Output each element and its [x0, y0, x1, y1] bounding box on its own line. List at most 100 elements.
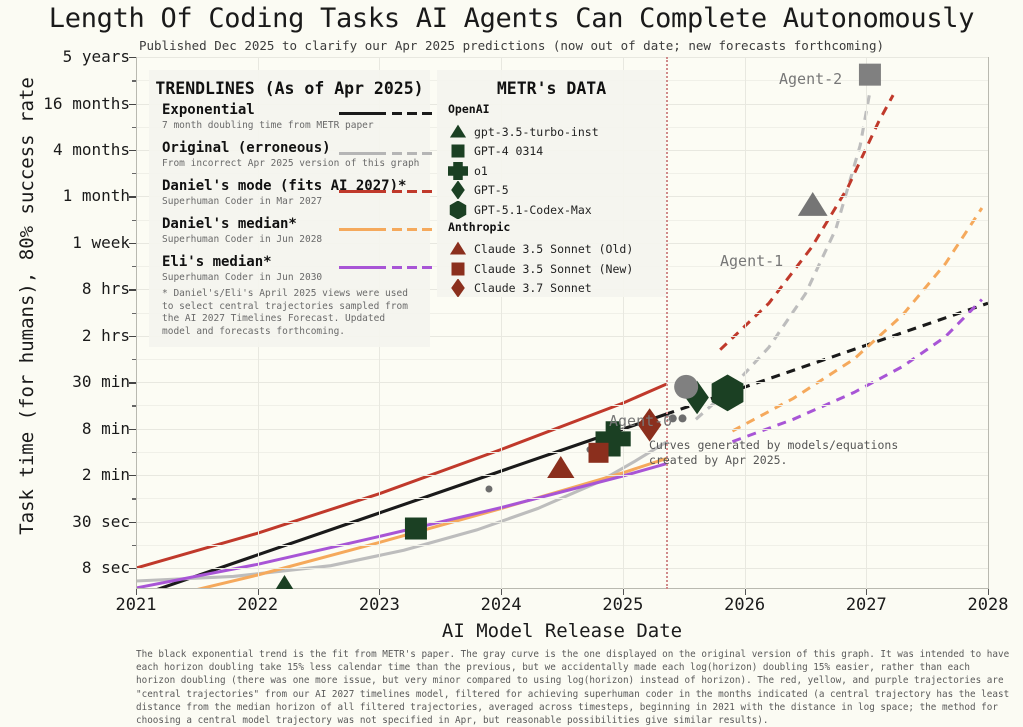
- metr-legend-label: GPT-5: [474, 183, 509, 197]
- trendline-legend-sub: Superhuman Coder in Jun 2030: [162, 272, 322, 283]
- data-point-circle: [485, 486, 492, 493]
- trendline-legend-swatch-dash: [407, 112, 417, 115]
- y-tick-label: 16 months: [5, 94, 130, 113]
- x-tick-mark: [258, 589, 259, 595]
- y-tick-label: 1 week: [5, 233, 130, 252]
- data-point-triangle: [271, 575, 298, 589]
- trendline-legend-swatch-dash: [422, 266, 432, 269]
- trendline-legend-swatch-dash: [392, 112, 402, 115]
- chart-footnote: The black exponential trend is the fit f…: [136, 648, 1014, 727]
- metr-legend-marker-diamond-icon: [448, 181, 468, 199]
- y-tick-mark: [129, 522, 136, 523]
- trendline-legend-swatch-dash: [392, 190, 402, 193]
- gridline-v: [988, 57, 989, 589]
- data-point-hexagon: [712, 375, 744, 412]
- page-title: Length Of Coding Tasks AI Agents Can Com…: [0, 3, 1023, 34]
- y-tick-mark: [129, 57, 136, 58]
- trendline-legend-item[interactable]: Exponential 7 month doubling time from ME…: [162, 102, 374, 131]
- y-tick-mark: [129, 243, 136, 244]
- curves-note: Curves generated by models/equations cre…: [649, 438, 898, 468]
- x-tick-mark: [379, 589, 380, 595]
- y-tick-label: 2 min: [5, 465, 130, 484]
- trendline-legend-swatch-dash: [422, 152, 432, 155]
- x-tick-mark: [866, 589, 867, 595]
- y-tick-label: 2 hrs: [5, 326, 130, 345]
- y-tick-mark: [129, 429, 136, 430]
- data-point-circle: [678, 414, 686, 422]
- metr-legend-marker-triangle-icon: [448, 123, 468, 141]
- metr-legend-marker-hexagon-icon: [448, 201, 468, 219]
- y-tick-label: 8 sec: [5, 558, 130, 577]
- trendline-legend-sub: 7 month doubling time from METR paper: [162, 120, 374, 131]
- x-tick-mark: [623, 589, 624, 595]
- x-axis-label: AI Model Release Date: [136, 620, 988, 642]
- y-tick-label: 30 min: [5, 372, 130, 391]
- y-tick-mark: [129, 475, 136, 476]
- trendline-legend-sub: Superhuman Coder in Mar 2027: [162, 196, 406, 207]
- y-tick-label: 8 min: [5, 419, 130, 438]
- trendline-legend-name: Eli's median*: [162, 254, 322, 270]
- metr-legend-label: Claude 3.7 Sonnet: [474, 281, 592, 295]
- trendline-legend-swatch-dash: [392, 228, 402, 231]
- trendline-legend-item[interactable]: Daniel's median*Superhuman Coder in Jun …: [162, 216, 322, 245]
- x-tick-mark: [136, 589, 137, 595]
- data-point-square: [589, 443, 609, 463]
- x-tick-mark: [745, 589, 746, 595]
- agent-1-label: Agent-1: [720, 252, 783, 270]
- x-tick-label: 2022: [218, 595, 298, 615]
- x-tick-label: 2025: [583, 595, 663, 615]
- x-tick-mark: [988, 589, 989, 595]
- trendline-legend-swatch-solid: [339, 190, 386, 193]
- trendline-legend-name: Exponential: [162, 102, 374, 118]
- trendline-legend-swatch-dash: [407, 266, 417, 269]
- metr-legend-group-openai: OpenAI: [448, 102, 490, 116]
- trendline-legend-swatch-dash: [422, 190, 432, 193]
- data-point-triangle: [547, 456, 574, 478]
- metr-legend-label: o1: [474, 164, 488, 178]
- trendlines-legend: TRENDLINES (As of Apr 2025) Exponential 7…: [149, 70, 430, 347]
- page-subtitle: Published Dec 2025 to clarify our Apr 20…: [0, 38, 1023, 53]
- trendline-legend-sub: Superhuman Coder in Jun 2028: [162, 234, 322, 245]
- y-tick-mark: [129, 196, 136, 197]
- trendlines-legend-footnote: * Daniel's/Eli's April 2025 views were u…: [162, 288, 408, 338]
- y-tick-label: 8 hrs: [5, 279, 130, 298]
- y-tick-label: 30 sec: [5, 512, 130, 531]
- trendline-legend-item[interactable]: Eli's median* Superhuman Coder in Jun 203…: [162, 254, 322, 283]
- x-tick-label: 2024: [461, 595, 541, 615]
- metr-legend-label: GPT-4 0314: [474, 144, 543, 158]
- trendline-legend-swatch-dash: [407, 190, 417, 193]
- trendline-legend-swatch-dash: [422, 112, 432, 115]
- y-tick-mark: [129, 382, 136, 383]
- x-tick-label: 2023: [339, 595, 419, 615]
- metr-legend-label: Claude 3.5 Sonnet (New): [474, 262, 633, 276]
- y-tick-label: 1 month: [5, 186, 130, 205]
- y-tick-label: 4 months: [5, 140, 130, 159]
- metr-legend-label: GPT-5.1-Codex-Max: [474, 203, 592, 217]
- trendline-legend-sub: From incorrect Apr 2025 version of this …: [162, 158, 419, 169]
- x-tick-label: 2027: [826, 595, 906, 615]
- data-point-triangle: [798, 192, 828, 216]
- metr-legend-marker-plus-icon: [448, 162, 468, 180]
- trendline-legend-swatch-solid: [339, 228, 386, 231]
- trendlines-legend-title: TRENDLINES (As of Apr 2025): [149, 79, 430, 98]
- metr-legend-marker-square-icon: [448, 260, 468, 278]
- x-tick-label: 2021: [96, 595, 176, 615]
- y-tick-mark: [129, 336, 136, 337]
- metr-legend-label: Claude 3.5 Sonnet (Old): [474, 242, 633, 256]
- agent-2-label: Agent-2: [779, 70, 842, 88]
- trendline-legend-swatch-solid: [339, 112, 386, 115]
- x-tick-label: 2028: [948, 595, 1023, 615]
- y-axis-label: Task time (for humans), 80% success rate: [16, 36, 38, 576]
- metr-legend-group-anthropic: Anthropic: [448, 220, 510, 234]
- data-point-circle: [674, 375, 698, 399]
- y-tick-label: 5 years: [5, 47, 130, 66]
- trendline-legend-swatch-dash: [422, 228, 432, 231]
- trendline-legend-swatch-dash: [407, 228, 417, 231]
- y-tick-mark: [129, 568, 136, 569]
- x-tick-mark: [501, 589, 502, 595]
- x-tick-label: 2026: [705, 595, 785, 615]
- data-point-square: [405, 518, 427, 540]
- trendline-legend-swatch-dash: [407, 152, 417, 155]
- metr-legend-marker-square-icon: [448, 142, 468, 160]
- y-tick-mark: [129, 289, 136, 290]
